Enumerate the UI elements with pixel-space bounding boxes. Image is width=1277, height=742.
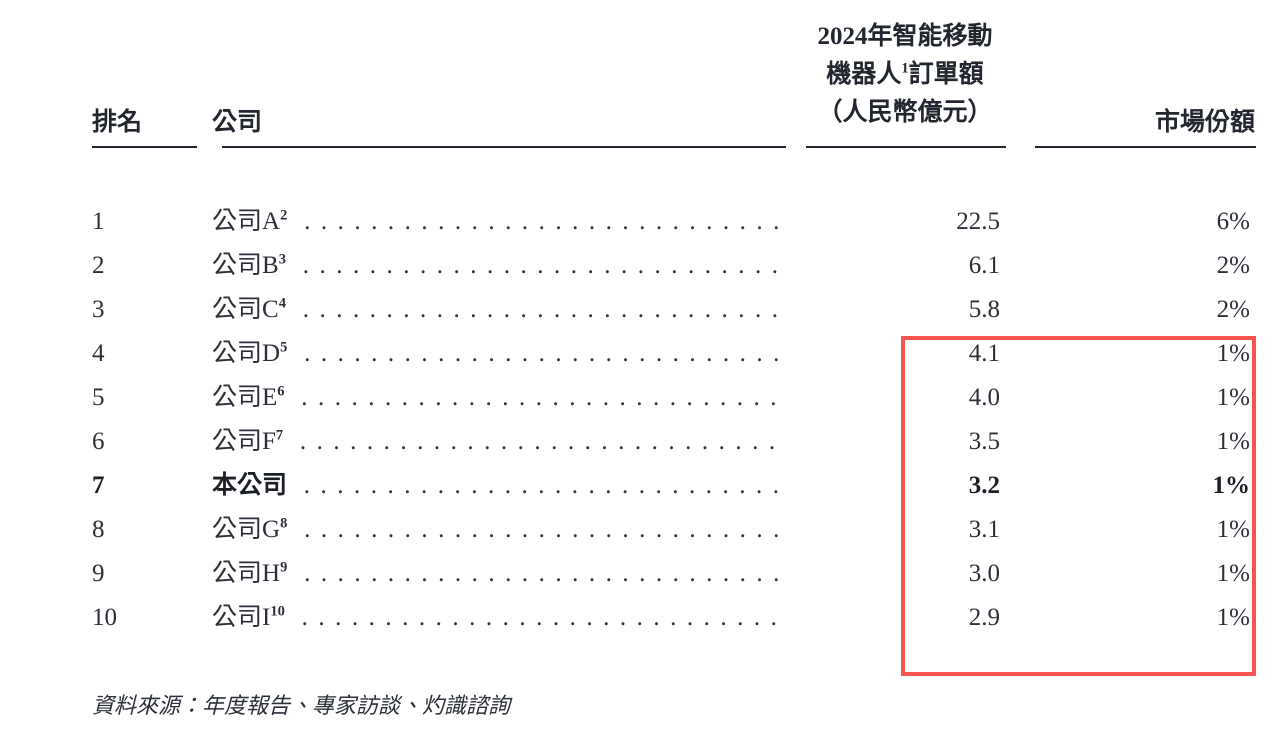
header-rule-order-value — [806, 146, 1006, 148]
table-row: 6 公司F7 ..................................… — [0, 420, 1277, 464]
dot-leader: ........................................… — [302, 252, 786, 279]
cell-market-share: 1% — [1216, 516, 1250, 543]
order-value-header-line2: 機器人1訂單額 — [796, 56, 1014, 94]
footnote-marker: 7 — [275, 427, 284, 444]
cell-order-value: 6.1 — [968, 252, 1000, 279]
dot-leader: ........................................… — [299, 428, 786, 455]
cell-market-share: 2% — [1216, 252, 1250, 279]
dot-leader: ........................................… — [301, 604, 786, 631]
dot-leader: ........................................… — [302, 296, 786, 323]
company-name: 公司H — [212, 560, 281, 587]
company-name: 公司D — [212, 340, 281, 367]
cell-company: 公司F7 ...................................… — [212, 420, 786, 464]
table-row: 3 公司C4 ..................................… — [0, 288, 1277, 332]
column-header-company: 公司 — [212, 109, 263, 136]
column-header-market-share: 市場份額 — [1154, 109, 1255, 136]
cell-rank: 2 — [92, 252, 105, 279]
cell-rank: 9 — [92, 560, 105, 587]
cell-company: 公司H9 ...................................… — [212, 552, 786, 596]
cell-market-share: 1% — [1216, 604, 1250, 631]
cell-market-share: 6% — [1216, 208, 1250, 235]
cell-rank: 6 — [92, 428, 105, 455]
cell-rank: 5 — [92, 384, 105, 411]
header-rule-rank — [92, 146, 197, 148]
column-header-rank: 排名 — [92, 109, 143, 136]
table-header: 排名 公司 2024年智能移動 機器人1訂單額 （人民幣億元） 市場份額 — [0, 0, 1277, 155]
dot-leader: ........................................… — [304, 560, 786, 587]
cell-order-value: 3.5 — [968, 428, 1000, 455]
cell-rank: 8 — [92, 516, 105, 543]
cell-market-share: 1% — [1216, 428, 1250, 455]
table-row: 7 本公司 ...................................… — [0, 464, 1277, 508]
cell-rank: 3 — [92, 296, 105, 323]
order-value-header-line2-b: 訂單額 — [908, 61, 984, 88]
cell-order-value: 4.1 — [968, 340, 1000, 367]
company-name: 公司A — [212, 208, 281, 235]
cell-rank: 10 — [92, 604, 117, 631]
dot-leader: ........................................… — [301, 384, 786, 411]
company-name: 公司I — [212, 604, 271, 631]
table-row: 2 公司B3 ..................................… — [0, 244, 1277, 288]
header-rule-company — [222, 146, 786, 148]
cell-market-share: 1% — [1212, 472, 1251, 499]
footnote-marker: 3 — [278, 251, 286, 268]
cell-company: 公司D5 ...................................… — [212, 332, 786, 376]
footnote-marker: 4 — [278, 295, 286, 312]
cell-order-value: 2.9 — [968, 604, 1000, 631]
table-row: 5 公司E6 ..................................… — [0, 376, 1277, 420]
company-name: 公司E — [212, 384, 278, 411]
cell-order-value: 4.0 — [968, 384, 1000, 411]
footnote-marker: 8 — [280, 515, 288, 532]
cell-company: 公司I10 ..................................… — [212, 596, 786, 640]
footnote-marker: 9 — [280, 559, 288, 576]
footnote-marker: 5 — [280, 339, 288, 356]
cell-order-value: 3.1 — [968, 516, 1000, 543]
footnote-marker-1: 1 — [901, 60, 909, 77]
dot-leader: ........................................… — [304, 208, 786, 235]
cell-market-share: 1% — [1216, 340, 1250, 367]
dot-leader: ........................................… — [304, 340, 786, 367]
cell-order-value: 22.5 — [956, 208, 1000, 235]
cell-order-value: 3.0 — [968, 560, 1000, 587]
cell-company: 公司C4 ...................................… — [212, 288, 786, 332]
footnote-marker: 6 — [277, 383, 285, 400]
column-header-order-value: 2024年智能移動 機器人1訂單額 （人民幣億元） — [796, 18, 1014, 132]
cell-rank: 4 — [92, 340, 105, 367]
order-value-header-line2-a: 機器人 — [826, 61, 902, 88]
dot-leader: ........................................… — [304, 516, 786, 543]
cell-order-value: 3.2 — [968, 472, 1000, 499]
cell-company: 本公司 ....................................… — [212, 464, 786, 508]
cell-market-share: 1% — [1216, 560, 1250, 587]
cell-market-share: 1% — [1216, 384, 1250, 411]
footnote-marker: 10 — [270, 603, 285, 620]
order-value-header-line1: 2024年智能移動 — [817, 23, 993, 50]
cell-rank: 7 — [92, 472, 105, 499]
cell-company: 公司G8 ...................................… — [212, 508, 786, 552]
dot-leader: ........................................… — [303, 472, 786, 499]
cell-rank: 1 — [92, 208, 105, 235]
company-name: 公司F — [212, 428, 276, 455]
company-name: 公司C — [212, 296, 279, 323]
cell-market-share: 2% — [1216, 296, 1250, 323]
order-value-header-unit: （人民幣億元） — [817, 99, 993, 126]
header-rule-market-share — [1035, 146, 1256, 148]
table-row: 4 公司D5 ..................................… — [0, 332, 1277, 376]
cell-company: 公司A2 ...................................… — [212, 200, 786, 244]
company-name: 公司B — [212, 252, 279, 279]
cell-company: 公司E6 ...................................… — [212, 376, 786, 420]
company-name: 公司G — [212, 516, 281, 543]
source-note: 資料來源：年度報告、專家訪談、灼識諮詢 — [92, 693, 511, 718]
footnote-marker: 2 — [280, 207, 288, 224]
cell-order-value: 5.8 — [968, 296, 1000, 323]
company-name: 本公司 — [212, 472, 288, 499]
cell-company: 公司B3 ...................................… — [212, 244, 786, 288]
table-row: 1 公司A2 ..................................… — [0, 200, 1277, 244]
